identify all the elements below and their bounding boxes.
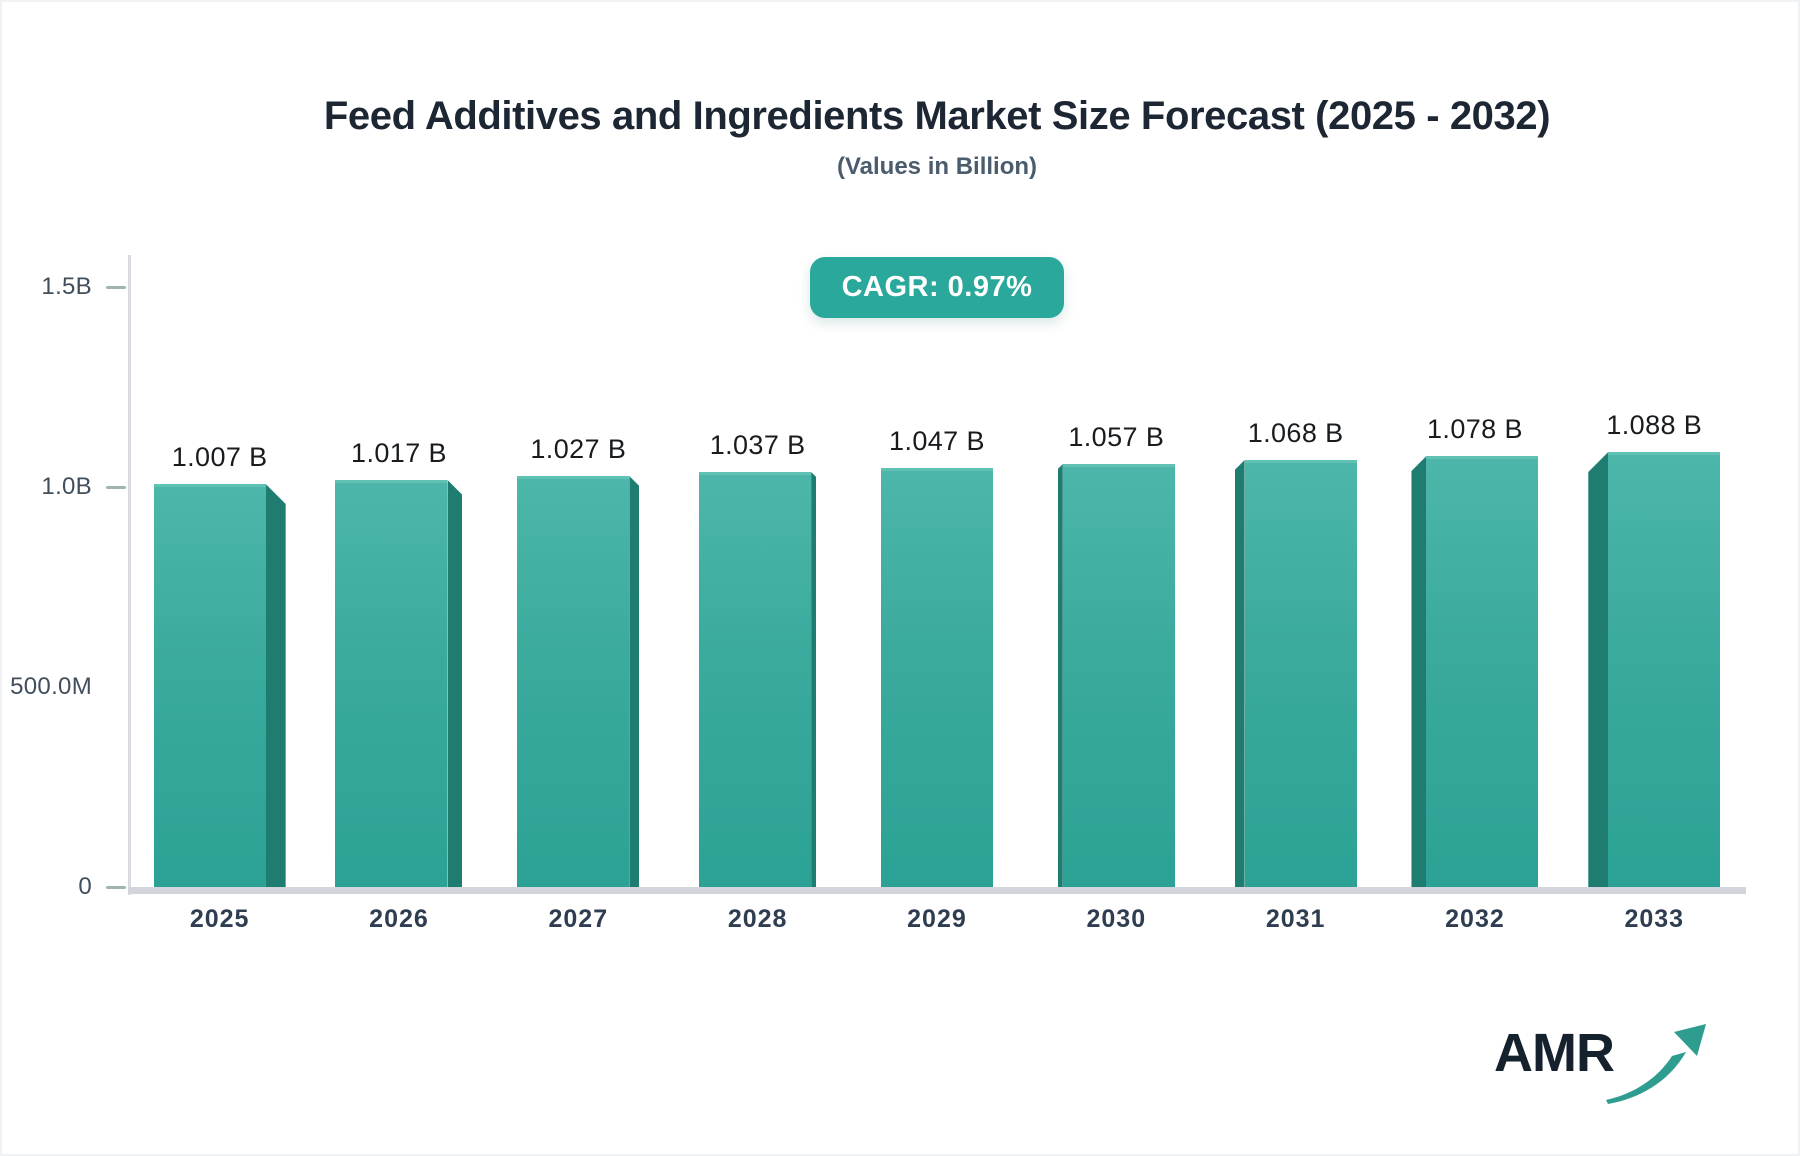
x-tick-label-2025: 2025 (189, 905, 250, 933)
bar-side-face (265, 484, 286, 887)
y-tick: 0 (2, 873, 126, 901)
bar-cell-2027: 1.027 B (489, 287, 668, 887)
bar-value-label: 1.007 B (171, 442, 268, 472)
plot-area: 1.007 B 1.017 B 1.027 B 1.037 B 1.047 B 1.057… (130, 287, 1744, 887)
bar-front-face (1426, 456, 1539, 887)
y-tick-dash (106, 285, 126, 289)
x-tick-label-2031: 2031 (1265, 905, 1326, 933)
x-axis: 2025 2026 2027 2028 2029 2030 2031 2032 2033 (130, 905, 1744, 934)
y-tick-label: 1.0B (41, 473, 92, 500)
bar-cell-2031: 1.068 B (1206, 287, 1385, 887)
x-tick-label-2032: 2032 (1445, 905, 1505, 933)
bar-value-label: 1.057 B (1068, 422, 1165, 452)
bar-side-face (1057, 464, 1063, 887)
bar-value-label: 1.088 B (1606, 410, 1703, 440)
bar-cell-2029: 1.047 B (847, 287, 1026, 887)
bar-side-face (1588, 452, 1609, 887)
y-axis-line (128, 255, 131, 895)
x-tick-label-2028: 2028 (727, 905, 788, 933)
y-tick-dash (106, 485, 126, 489)
x-tick-label-2033: 2033 (1624, 905, 1685, 933)
y-tick: 1.5B (2, 273, 126, 301)
x-axis-baseline (128, 887, 1746, 894)
bar-2032 (1411, 456, 1539, 887)
y-tick-dash (106, 885, 126, 889)
bar-front-face (153, 484, 266, 887)
brand-logo-text: AMR (1494, 1023, 1615, 1083)
bar-2026 (335, 480, 463, 887)
x-tick-label-2029: 2029 (907, 905, 967, 933)
bar-front-face (335, 480, 448, 887)
bar-2031 (1234, 460, 1357, 887)
bar-front-face (1062, 464, 1175, 887)
bar-front-face (880, 468, 993, 887)
bar-front-face (699, 472, 812, 887)
bar-side-face (629, 476, 640, 887)
bar-value-label: 1.047 B (889, 426, 985, 456)
bar-cell-2030: 1.057 B (1027, 287, 1206, 887)
bar-cell-2032: 1.078 B (1385, 287, 1564, 887)
bar-side-face (1234, 460, 1245, 887)
bar-2025 (153, 484, 286, 887)
bar-side-face (1411, 456, 1427, 887)
bar-2029 (880, 468, 993, 887)
bar-cell-2028: 1.037 B (668, 287, 847, 887)
y-tick-label: 0 (78, 873, 92, 900)
bar-cell-2033: 1.088 B (1565, 287, 1744, 887)
y-tick: 1.0B (2, 473, 126, 501)
y-tick: 500.0M (2, 673, 126, 701)
bar-side-face (811, 472, 817, 887)
trend-up-arrow-icon (1606, 1024, 1706, 1104)
bar-front-face (1608, 452, 1721, 887)
bar-cell-2026: 1.017 B (309, 287, 488, 887)
y-tick-label: 500.0M (10, 673, 92, 700)
y-axis: 1.5B 1.0B 500.0M 0 (2, 273, 126, 900)
x-tick-label-2027: 2027 (548, 905, 609, 933)
bar-2028 (699, 472, 817, 887)
x-tick-label-2030: 2030 (1086, 905, 1147, 933)
bar-2033 (1588, 452, 1721, 887)
chart-title: Feed Additives and Ingredients Market Si… (323, 94, 1551, 138)
bar-value-label: 1.017 B (351, 438, 447, 468)
brand-logo: AMR (1494, 1023, 1714, 1110)
chart-subtitle: (Values in Billion) (836, 153, 1038, 180)
bar-side-face (447, 480, 463, 887)
bar-cell-2025: 1.007 B (130, 287, 309, 887)
bar-2030 (1057, 464, 1175, 887)
x-tick-label-2026: 2026 (369, 905, 429, 933)
y-tick-label: 1.5B (41, 273, 92, 300)
cagr-badge: CAGR: 0.97% (809, 257, 1065, 318)
bar-2027 (517, 476, 640, 887)
bar-value-label: 1.078 B (1427, 414, 1523, 444)
bar-front-face (517, 476, 630, 887)
bar-value-label: 1.068 B (1247, 418, 1344, 448)
bar-front-face (1244, 460, 1357, 887)
bar-value-label: 1.027 B (530, 434, 627, 464)
bar-value-label: 1.037 B (709, 430, 806, 460)
